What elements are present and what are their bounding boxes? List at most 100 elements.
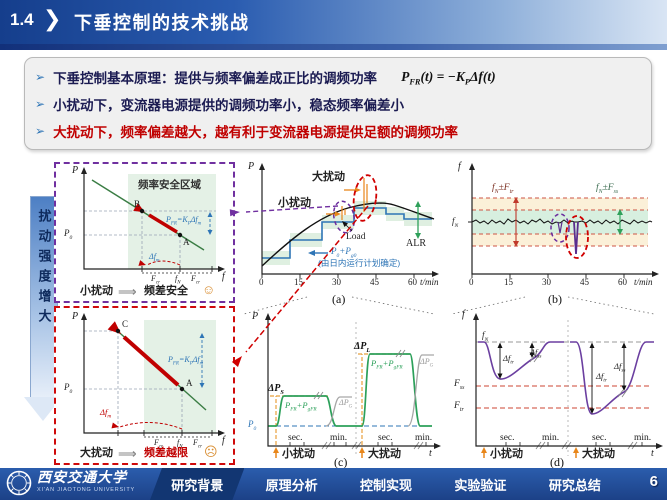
dp-gray-label-1: ΔPG (339, 398, 353, 410)
droop-formula: PFR(t) = −KPΔf(t) (401, 68, 496, 87)
dfss-label-1: Δfss (530, 347, 542, 360)
bullet-3-text: 大扰动下，频率偏差越大，越有利于变流器电源提供足额的调频功率 (53, 124, 459, 140)
university-logo: 西安交通大学 XI'AN JIAOTONG UNIVERSITY (6, 470, 135, 496)
fss-arrow (617, 209, 623, 235)
safety-region (144, 320, 216, 433)
tick-45: 45 (370, 277, 379, 287)
tick-30: 30 (332, 277, 341, 287)
chevron-icon: ❯ (43, 6, 62, 31)
min-label-1: min. (542, 433, 560, 443)
p0-label: P0 (64, 382, 73, 395)
limit-lines (476, 385, 652, 409)
axes (468, 163, 659, 278)
page-number: 6 (649, 473, 658, 490)
y-axis-label: P (252, 311, 259, 322)
chart-a-panel: P 小扰动 大扰动 Load ALR P0+Pg0 (由日内运行计划确定) 0 … (238, 161, 442, 308)
delta-f-arc (138, 260, 181, 266)
delta-f-label: Δfm (149, 252, 160, 264)
chart-c-panel: P P0 ΔPS ΔPL PFR+PgFR PFR+PgFR ΔPG ΔPG s… (238, 308, 442, 468)
x-axis-label: t (651, 448, 654, 459)
steady-band-label: fN±Fss (596, 183, 619, 195)
delta-f-label: Δfm (100, 407, 112, 420)
header-divider (0, 44, 667, 50)
nav-item-control-implementation[interactable]: 控制实现 (360, 477, 413, 493)
droop-large-plot (81, 313, 225, 438)
implies-icon: ⟹ (118, 284, 137, 299)
droop-line (91, 179, 205, 251)
freq-violation-caption: 频差越限 (144, 447, 188, 459)
tick-15: 15 (294, 277, 303, 287)
pfr-sum-label-2: PFR+PgFR (371, 358, 403, 371)
large-disturbance-label: 大扰动 (312, 171, 345, 183)
bullet-arrow-icon: ➢ (35, 69, 46, 84)
transient-band-label: fN±Ftr (492, 183, 514, 195)
nav-item-experimental-validation[interactable]: 实验验证 (454, 477, 507, 493)
helper-lines (84, 210, 216, 269)
dfss-label-2: Δfss (614, 361, 626, 374)
frequency-trace (471, 218, 653, 225)
y-axis-label: P (248, 161, 255, 172)
alr-label: ALR (406, 238, 426, 249)
load-label: Load (346, 232, 366, 242)
delta-f-arc (111, 421, 183, 430)
fn-label: fN (175, 274, 181, 286)
bullet-3: ➢ 大扰动下，频率偏差越大，越有利于变流器电源提供足额的调频功率 (35, 121, 641, 141)
dftr-label-1: Δftr (503, 353, 514, 366)
band-limits (472, 197, 648, 247)
fcr-left-label: Fcr (151, 274, 161, 286)
x-axis-label: t/min (634, 277, 653, 287)
slide-header: 1.4 ❯ 下垂控制的技术挑战 (0, 0, 667, 44)
point-b-dot (139, 208, 145, 214)
axes (81, 313, 225, 438)
pfr-bracket (207, 212, 213, 235)
bullet-1: ➢ 下垂控制基本原理：提供与频率偏差成正比的调频功率 PFR(t) = −KPΔ… (35, 67, 641, 87)
helper-lines (84, 330, 183, 433)
nav-item-research-background[interactable]: 研究背景 (150, 468, 244, 500)
fcr-left-label: Fcr (154, 438, 164, 450)
large-dip (573, 221, 579, 255)
y-axis-label: P (72, 165, 79, 176)
deviation-arrows (497, 342, 627, 414)
small-dip-curve (478, 341, 564, 380)
large-disturbance-circle (352, 174, 378, 222)
tick-60: 60 (618, 277, 627, 287)
implies-icon: ⟹ (118, 446, 137, 461)
x-axis-label: t/min (420, 277, 439, 287)
schedule-label: P0+Pg0 (331, 246, 357, 259)
frowny-face-icon: ☹ (204, 444, 218, 459)
y-axis-label: f (462, 309, 465, 320)
footer-nav: 研究背景 原理分析 控制实现 实验验证 研究总结 (150, 468, 622, 500)
pfr-formula-label: PFR=KPΔfm (168, 355, 204, 367)
dftr-label-2: Δftr (596, 371, 607, 384)
sec-label-2: sec. (592, 433, 607, 443)
small-disturbance-label: 小扰动 (278, 197, 311, 209)
x-axis-label: t (429, 448, 432, 459)
event-arrows (481, 447, 579, 458)
point-a-dot (179, 386, 185, 392)
dp-large-label: ΔPL (354, 341, 371, 354)
p0-label: P0 (64, 228, 73, 241)
nav-item-research-summary[interactable]: 研究总结 (548, 477, 601, 493)
nav-item-principle-analysis[interactable]: 原理分析 (265, 477, 318, 493)
generator-takeover (325, 354, 434, 427)
large-event-label: 大扰动 (582, 448, 615, 460)
university-name-cn: 西安交通大学 (37, 471, 127, 487)
tick-30: 30 (542, 277, 551, 287)
point-c-label: C (122, 319, 129, 329)
large-event-label: 大扰动 (368, 448, 401, 460)
dp-small-label: ΔPS (268, 383, 284, 396)
section-number: 1.4 (10, 10, 34, 29)
bullet-1-text: 下垂控制基本原理：提供与频率偏差成正比的调频功率 (53, 70, 378, 86)
alr-arrow (415, 201, 421, 239)
tick-0: 0 (259, 277, 264, 287)
x-axis-label: f (222, 435, 225, 446)
point-a-label: A (183, 237, 190, 247)
point-a-dot (177, 232, 183, 238)
tick-15: 15 (504, 277, 513, 287)
caption-c: (c) (334, 455, 348, 469)
point-a-label: A (186, 378, 193, 388)
chart-d-panel: f fN Fss Ftr Δftr Δfss Δftr Δfss sec. mi… (446, 308, 665, 468)
droop-large-panel: P f C A P0 PFR=KPΔfm Δfm Fcr fN Fcr 大扰动 … (54, 306, 235, 465)
footer-bar (0, 468, 667, 500)
disturbance-strength-label: 扰动强度增大 (36, 209, 52, 329)
